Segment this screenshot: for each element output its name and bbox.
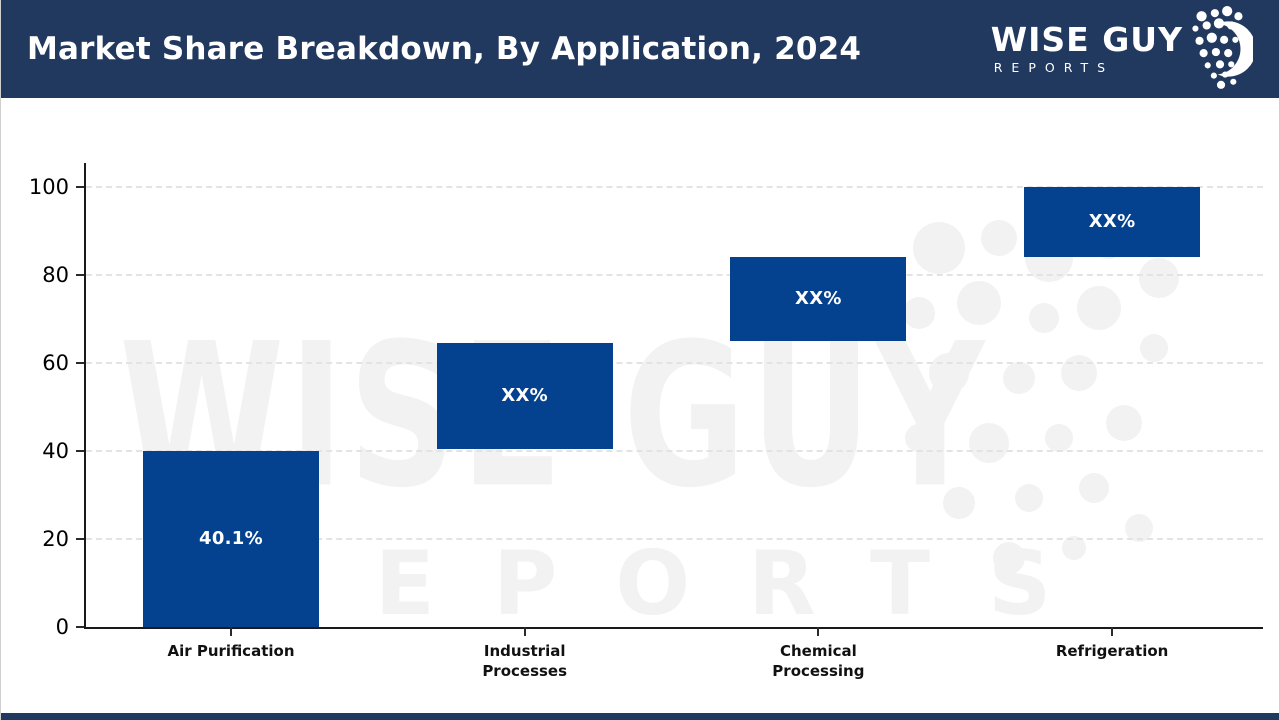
y-axis-tick-label: 60 <box>42 351 69 375</box>
wise-guy-reports-logo: WISE GUY REPORTS <box>991 6 1253 92</box>
bar-chemical-processing: XX% <box>730 256 907 342</box>
x-axis-category-label: Refrigeration <box>1055 642 1169 660</box>
x-axis-category-label: Chemical Processing <box>772 642 865 680</box>
x-axis-line <box>84 627 1263 629</box>
y-tick-80 <box>76 274 85 276</box>
gridline-60 <box>86 362 1263 364</box>
logo-line1: WISE GUY <box>990 20 1183 59</box>
x-tick-chemical-processing <box>817 627 820 636</box>
bar-refrigeration: XX% <box>1024 187 1201 257</box>
logo-wordmark: WISE GUY REPORTS <box>991 23 1183 75</box>
bar-value-label: 40.1% <box>199 528 263 550</box>
gridline-20 <box>86 538 1263 540</box>
bar-value-label: XX% <box>795 288 842 310</box>
footer-bar <box>1 713 1279 720</box>
y-tick-20 <box>76 538 85 540</box>
y-tick-0 <box>76 626 85 628</box>
x-axis-category-label: Air Purification <box>167 642 295 660</box>
y-tick-40 <box>76 450 85 452</box>
bar-industrial-processes: XX% <box>436 342 613 450</box>
gridline-40 <box>86 450 1263 452</box>
y-tick-100 <box>76 186 85 188</box>
gridline-100 <box>86 186 1263 188</box>
y-axis-tick-label: 0 <box>55 615 69 639</box>
bar-air-purification: 40.1% <box>143 450 319 627</box>
header-bar: Market Share Breakdown, By Application, … <box>1 0 1279 98</box>
logo-line2: REPORTS <box>993 60 1115 75</box>
x-axis-category-label: Industrial Processes <box>482 642 568 680</box>
bar-value-label: XX% <box>501 385 549 407</box>
y-axis-tick-label: 20 <box>42 527 69 551</box>
gridline-80 <box>86 274 1263 276</box>
x-tick-industrial-processes <box>523 627 526 636</box>
x-tick-refrigeration <box>1111 627 1114 636</box>
bar-value-label: XX% <box>1088 211 1136 233</box>
y-axis-tick-label: 100 <box>28 175 69 199</box>
y-axis-line <box>84 163 86 629</box>
dotted-face-icon <box>1189 6 1253 89</box>
y-axis-tick-label: 40 <box>42 439 69 463</box>
x-tick-air-purification <box>230 627 232 636</box>
y-axis-tick-label: 80 <box>42 263 69 287</box>
y-tick-60 <box>76 362 85 364</box>
page-title: Market Share Breakdown, By Application, … <box>27 31 862 67</box>
